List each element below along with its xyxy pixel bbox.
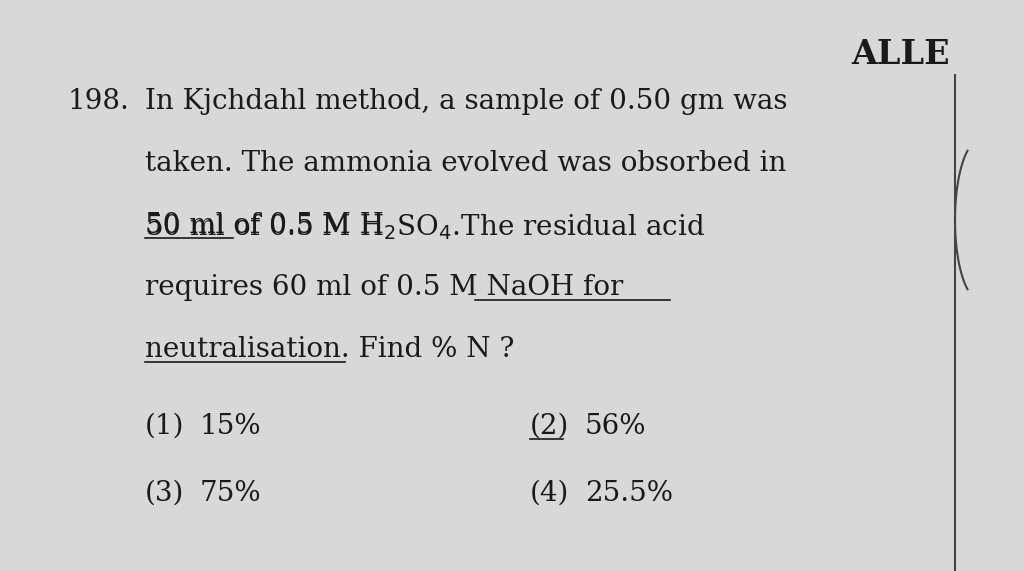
- Text: 50 ml of 0.5 M H$_2$SO$_4$.The residual acid: 50 ml of 0.5 M H$_2$SO$_4$.The residual …: [145, 212, 705, 242]
- Text: (4): (4): [530, 480, 569, 507]
- Text: (3): (3): [145, 480, 184, 507]
- Text: 25.5%: 25.5%: [585, 480, 673, 507]
- Text: ALLE: ALLE: [851, 38, 950, 71]
- Text: taken. The ammonia evolved was obsorbed in: taken. The ammonia evolved was obsorbed …: [145, 150, 786, 177]
- Text: requires 60 ml of 0.5 M NaOH for: requires 60 ml of 0.5 M NaOH for: [145, 274, 624, 301]
- Text: 50 ml of 0.5 M H: 50 ml of 0.5 M H: [145, 212, 384, 239]
- Text: (1): (1): [145, 413, 184, 440]
- Text: neutralisation. Find % N ?: neutralisation. Find % N ?: [145, 336, 514, 363]
- Text: 15%: 15%: [200, 413, 261, 440]
- Text: (2): (2): [530, 413, 569, 440]
- Text: 198.: 198.: [68, 88, 130, 115]
- Text: 56%: 56%: [585, 413, 646, 440]
- Text: In Kjchdahl method, a sample of 0.50 gm was: In Kjchdahl method, a sample of 0.50 gm …: [145, 88, 787, 115]
- Text: 75%: 75%: [200, 480, 261, 507]
